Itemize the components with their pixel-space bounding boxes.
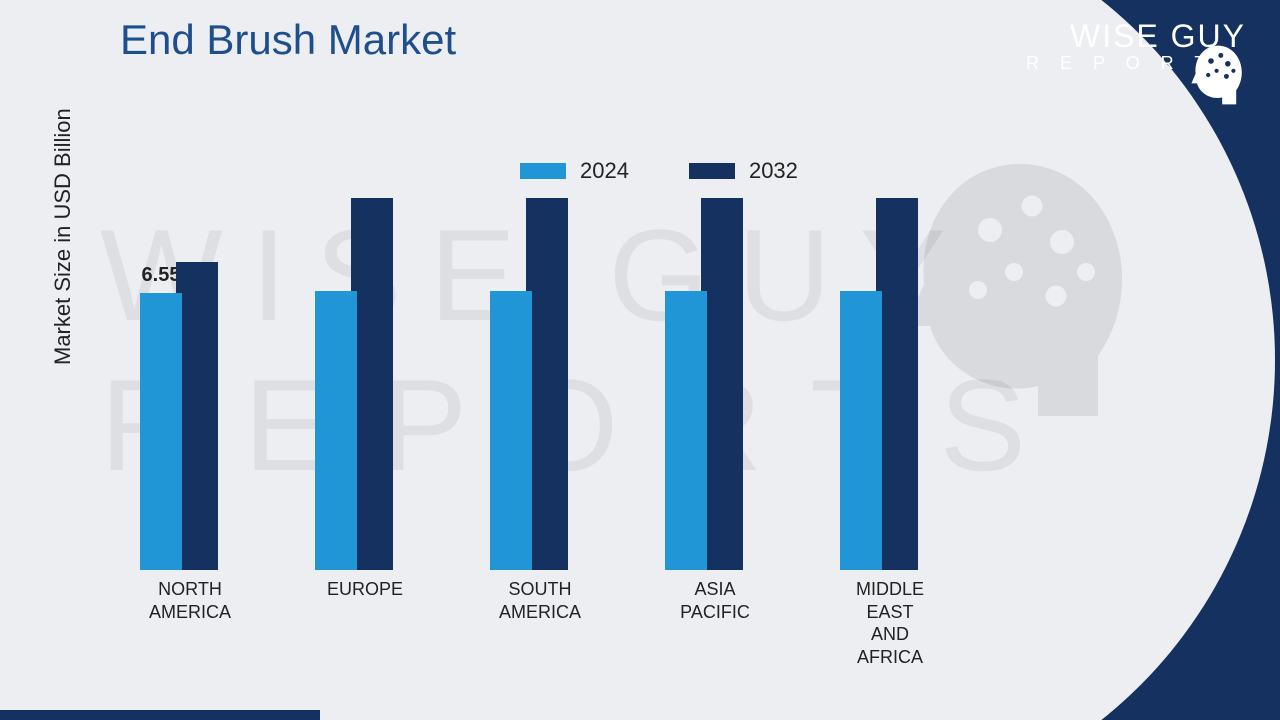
bar-2032	[876, 198, 918, 570]
legend-swatch-2032	[689, 163, 735, 179]
plot-region: 6.55NORTHAMERICAEUROPESOUTHAMERICAASIAPA…	[110, 190, 980, 570]
brand-logo: WISE GUY R E P O R T S	[1026, 18, 1246, 74]
bar-2024	[665, 291, 707, 570]
category-label: EUROPE	[290, 570, 440, 601]
legend-item-2032: 2032	[689, 158, 798, 184]
bar-2032	[176, 262, 218, 570]
chart-area: Market Size in USD Billion 2024 2032 6.5…	[60, 150, 980, 710]
category-label: ASIAPACIFIC	[640, 570, 790, 623]
bottom-accent-bar	[0, 710, 320, 720]
bar-2032	[526, 198, 568, 570]
category-label: MIDDLEEASTANDAFRICA	[815, 570, 965, 668]
bar-2024	[315, 291, 357, 570]
y-axis-label: Market Size in USD Billion	[50, 108, 76, 365]
legend-item-2024: 2024	[520, 158, 629, 184]
category-label: NORTHAMERICA	[115, 570, 265, 623]
category-label: SOUTHAMERICA	[465, 570, 615, 623]
brand-logo-head-icon	[1176, 40, 1246, 110]
legend-label-2024: 2024	[580, 158, 629, 184]
bar-2032	[701, 198, 743, 570]
bar-value-label: 6.55	[142, 264, 181, 287]
stage: WISE GUY R E P O R T S End Brush Market …	[0, 0, 1280, 720]
bar-2024	[840, 291, 882, 570]
legend: 2024 2032	[520, 158, 798, 184]
chart-title: End Brush Market	[120, 16, 456, 64]
bar-2024	[490, 291, 532, 570]
bar-2024	[140, 293, 182, 570]
legend-swatch-2024	[520, 163, 566, 179]
legend-label-2032: 2032	[749, 158, 798, 184]
bar-2032	[351, 198, 393, 570]
